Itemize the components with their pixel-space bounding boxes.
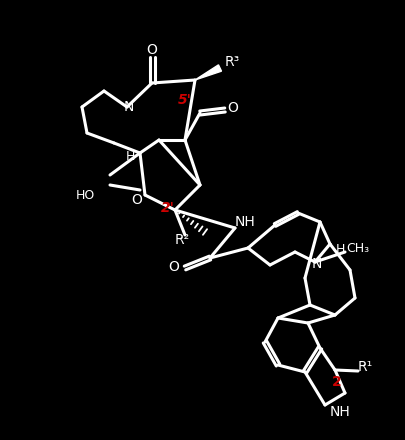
Text: CH₃: CH₃ <box>346 242 369 254</box>
Text: R³: R³ <box>224 55 240 69</box>
Text: O: O <box>168 260 179 274</box>
Polygon shape <box>195 65 222 80</box>
Text: NH: NH <box>234 215 256 229</box>
Text: O: O <box>132 193 143 207</box>
Text: H: H <box>335 242 345 256</box>
Text: NH: NH <box>330 405 350 419</box>
Text: N: N <box>312 257 322 271</box>
Text: HO: HO <box>76 188 95 202</box>
Text: N: N <box>124 100 134 114</box>
Text: 5': 5' <box>178 93 192 107</box>
Text: O: O <box>228 101 239 115</box>
Text: O: O <box>147 43 158 57</box>
Text: R²: R² <box>175 233 190 247</box>
Text: 2: 2 <box>332 375 342 389</box>
Text: H: H <box>125 150 135 162</box>
Text: R¹: R¹ <box>357 360 373 374</box>
Text: 2': 2' <box>161 201 175 215</box>
